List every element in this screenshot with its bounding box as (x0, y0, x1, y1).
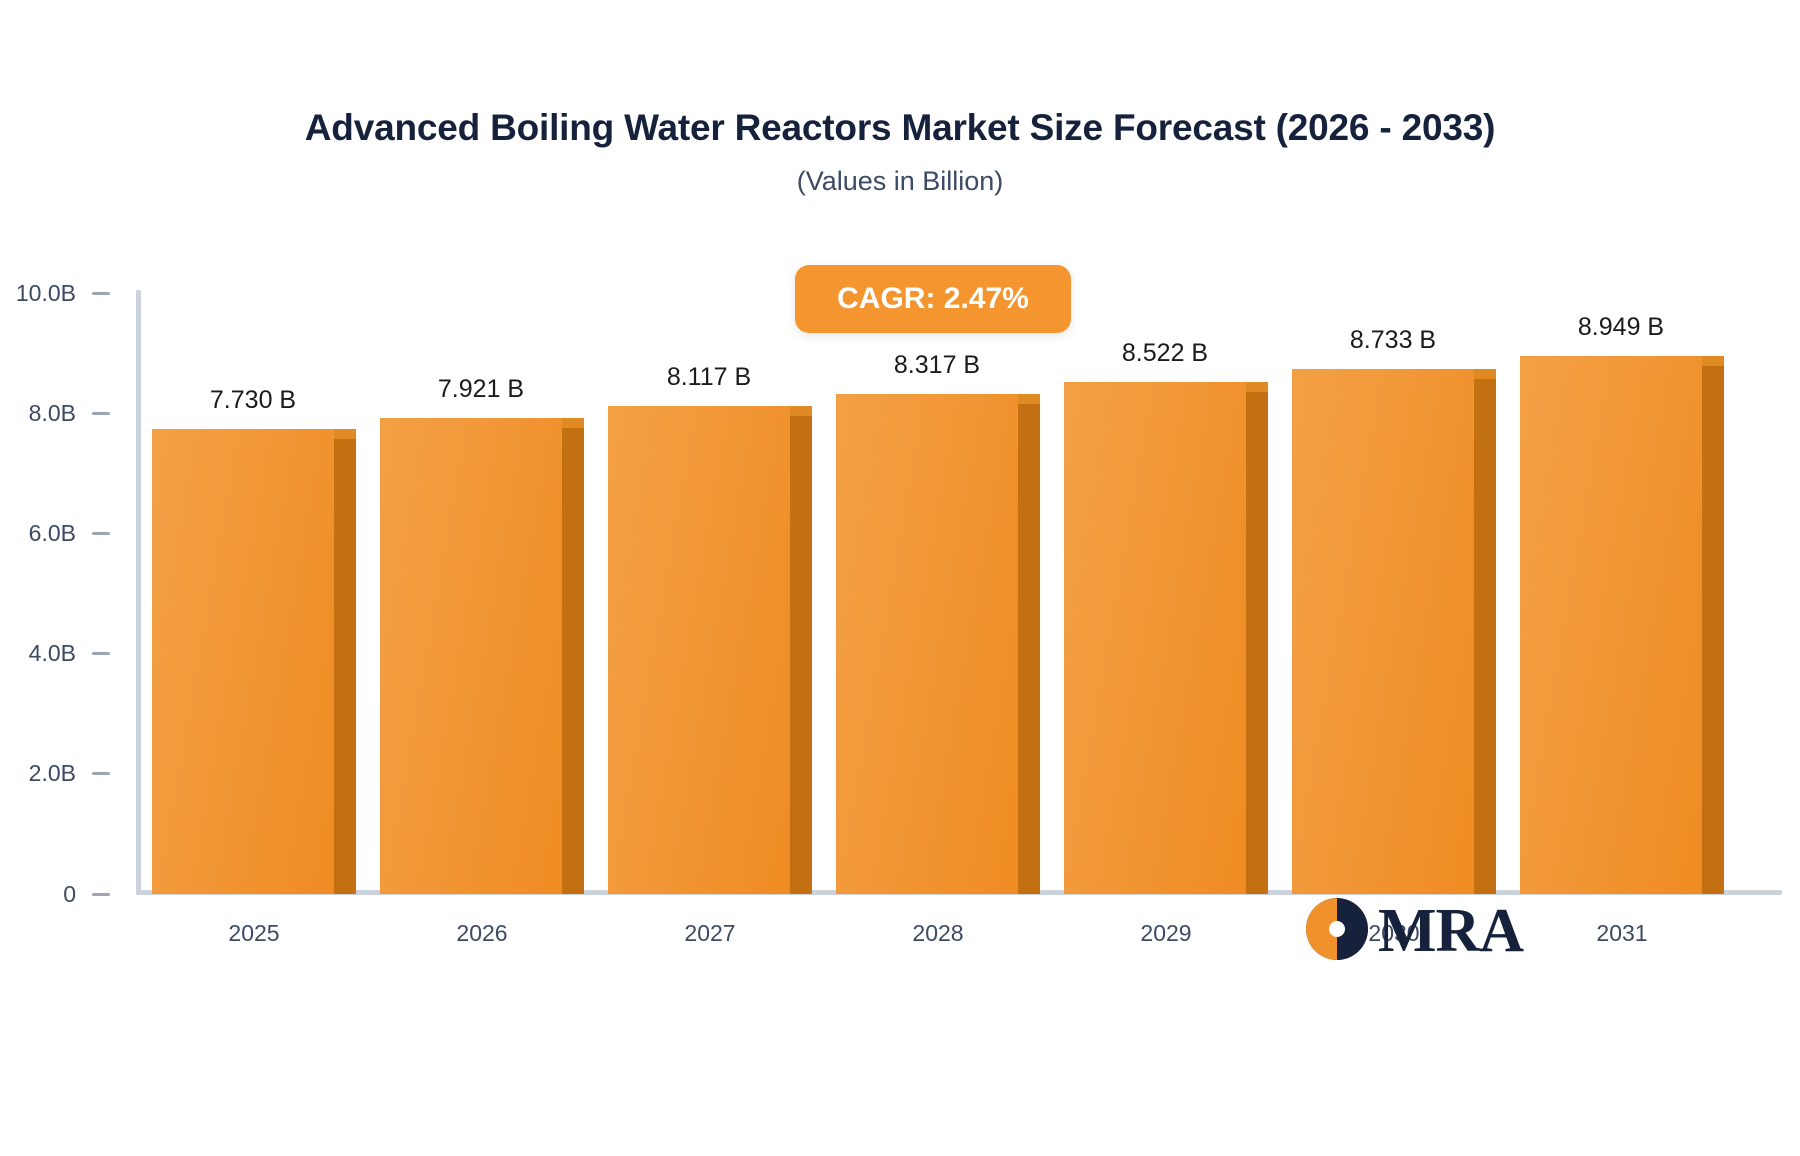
y-axis-tick-dash (92, 411, 110, 415)
y-axis-tick-dash (92, 291, 110, 295)
bar-column[interactable]: 8.522 B (1064, 339, 1268, 894)
bar-top-face (1474, 369, 1496, 380)
bar-column[interactable]: 8.117 B (608, 363, 812, 894)
bar-column[interactable]: 8.949 B (1520, 313, 1724, 894)
bar-side-face (1018, 404, 1040, 894)
y-axis-tick: 10.0B (16, 280, 110, 306)
brand-logo: MRA (1300, 888, 1524, 974)
title-block: Advanced Boiling Water Reactors Market S… (0, 107, 1800, 196)
y-axis-tick: 4.0B (28, 640, 110, 667)
bar-value-label: 8.522 B (1121, 338, 1209, 367)
bar-value-label: 8.733 B (1349, 326, 1437, 355)
y-axis-tick-dash (92, 892, 110, 896)
bar-side-face (562, 427, 584, 894)
bar-top-face (1246, 381, 1268, 392)
y-axis-tick-label: 0 (63, 880, 76, 907)
bar-front-face[interactable] (1292, 369, 1474, 894)
y-axis-line (136, 290, 141, 895)
bar-front-face[interactable] (380, 417, 562, 894)
bar-column[interactable]: 7.921 B (380, 375, 584, 894)
bar-front-face[interactable] (1064, 381, 1246, 894)
bar-side-face (1702, 366, 1724, 894)
y-axis-tick-label: 2.0B (28, 760, 76, 787)
bar-front-face[interactable] (1520, 356, 1702, 894)
chart-subtitle: (Values in Billion) (796, 165, 1004, 196)
y-axis-tick-dash (92, 531, 110, 535)
bar-front-face[interactable] (836, 394, 1018, 894)
bar-front-face[interactable] (152, 429, 334, 894)
y-axis-tick-dash (92, 652, 110, 656)
bar-side-face (1246, 391, 1268, 894)
bar-side-face (334, 439, 356, 894)
y-axis-tick: 2.0B (28, 760, 110, 787)
bar-top-face (1018, 394, 1040, 405)
bar-column[interactable]: 8.733 B (1292, 326, 1496, 894)
x-axis-tick-label: 2026 (456, 920, 508, 946)
y-axis-tick-label: 10.0B (15, 279, 76, 306)
bar-value-label: 8.117 B (666, 363, 752, 392)
logo-text: MRA (1378, 897, 1524, 965)
bar-top-face (562, 417, 584, 428)
bar-value-label: 8.317 B (893, 351, 981, 380)
bar-value-label: 7.730 B (209, 386, 297, 415)
bar-value-label: 7.921 B (437, 374, 525, 403)
pie-chart-icon (1300, 892, 1374, 971)
bar-value-label: 8.949 B (1577, 313, 1665, 342)
y-axis-tick-label: 6.0B (28, 519, 76, 546)
y-axis-tick: 8.0B (29, 400, 110, 426)
cagr-badge: CAGR: 2.47% (795, 265, 1071, 333)
x-axis-tick-label: 2025 (228, 920, 280, 946)
y-axis-tick-label: 4.0B (28, 640, 76, 667)
x-axis-tick-label: 2029 (1140, 920, 1192, 946)
bar-top-face (1702, 356, 1724, 367)
y-axis-tick: 0 (63, 881, 110, 907)
bar-front-face[interactable] (608, 406, 790, 894)
bar-column[interactable]: 7.730 B (152, 386, 356, 894)
bar-column[interactable]: 8.317 B (836, 351, 1040, 894)
y-axis-tick-dash (92, 772, 110, 776)
x-axis-tick-label: 2028 (912, 920, 964, 946)
page-title: Advanced Boiling Water Reactors Market S… (304, 107, 1496, 148)
bar-side-face (1474, 379, 1496, 894)
x-axis-tick-label: 2031 (1596, 920, 1648, 946)
x-axis-tick-label: 2030 (1368, 920, 1420, 946)
bar-side-face (790, 416, 812, 894)
x-axis-tick-label: 2027 (684, 920, 736, 946)
bar-top-face (790, 406, 812, 417)
y-axis-tick-label: 8.0B (28, 399, 76, 426)
bar-top-face (334, 429, 356, 440)
y-axis-tick: 6.0B (29, 520, 110, 546)
